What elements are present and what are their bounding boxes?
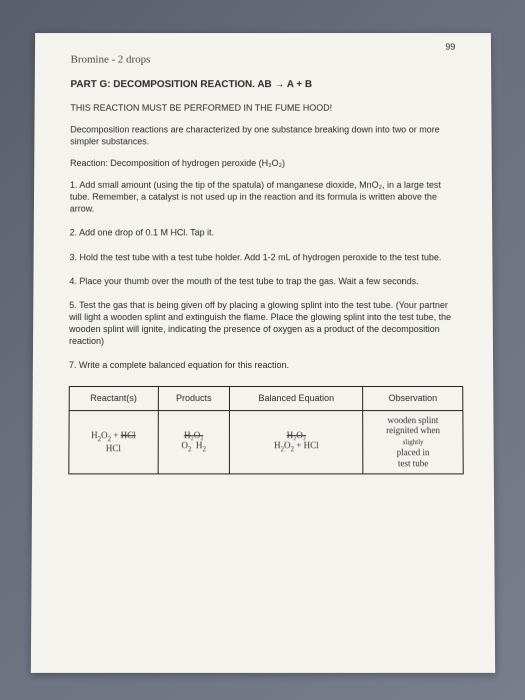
fume-hood-warning: THIS REACTION MUST BE PERFORMED IN THE F… (70, 101, 461, 113)
products-handwritten: H₂O₂O2 H2 (163, 430, 224, 454)
step-7: 7. Write a complete balanced equation fo… (68, 359, 462, 371)
step-2: 2. Add one drop of 0.1 M HCl. Tap it. (69, 227, 462, 239)
reactants-handwritten: H2O2 + HClHCl (74, 430, 152, 454)
col-reactants: Reactant(s) (69, 386, 158, 410)
page-number: 99 (445, 41, 455, 53)
cell-observation: wooden splintreignited whenslightlyplace… (363, 410, 463, 473)
cell-balanced: H₂O₂H2O2 + HCl (229, 410, 363, 473)
observation-handwritten: wooden splintreignited whenslightlyplace… (368, 415, 457, 469)
cell-products: H₂O₂O2 H2 (157, 410, 229, 473)
col-products: Products (157, 386, 229, 410)
step-1: 1. Add small amount (using the tip of th… (69, 179, 461, 215)
cell-reactants: H2O2 + HClHCl (68, 410, 157, 473)
col-observation: Observation (362, 386, 462, 410)
handwritten-annotation: Bromine - 2 drops (70, 53, 150, 68)
balanced-handwritten: H₂O₂H2O2 + HCl (235, 430, 358, 454)
table-header-row: Reactant(s) Products Balanced Equation O… (69, 386, 463, 410)
table-row: H2O2 + HClHCl H₂O₂O2 H2 H₂O₂H2O2 + HCl w… (68, 410, 462, 473)
step-3: 3. Hold the test tube with a test tube h… (69, 251, 462, 263)
worksheet-page: 99 Bromine - 2 drops PART G: DECOMPOSITI… (30, 33, 494, 673)
observation-table: Reactant(s) Products Balanced Equation O… (68, 386, 463, 474)
intro-text: Decomposition reactions are characterize… (70, 123, 462, 147)
step-4: 4. Place your thumb over the mouth of th… (69, 275, 462, 287)
col-balanced: Balanced Equation (229, 386, 362, 410)
reaction-line: Reaction: Decomposition of hydrogen pero… (70, 157, 462, 169)
section-title: PART G: DECOMPOSITION REACTION. AB → A +… (70, 78, 461, 91)
step-5: 5. Test the gas that is being given off … (69, 299, 463, 347)
